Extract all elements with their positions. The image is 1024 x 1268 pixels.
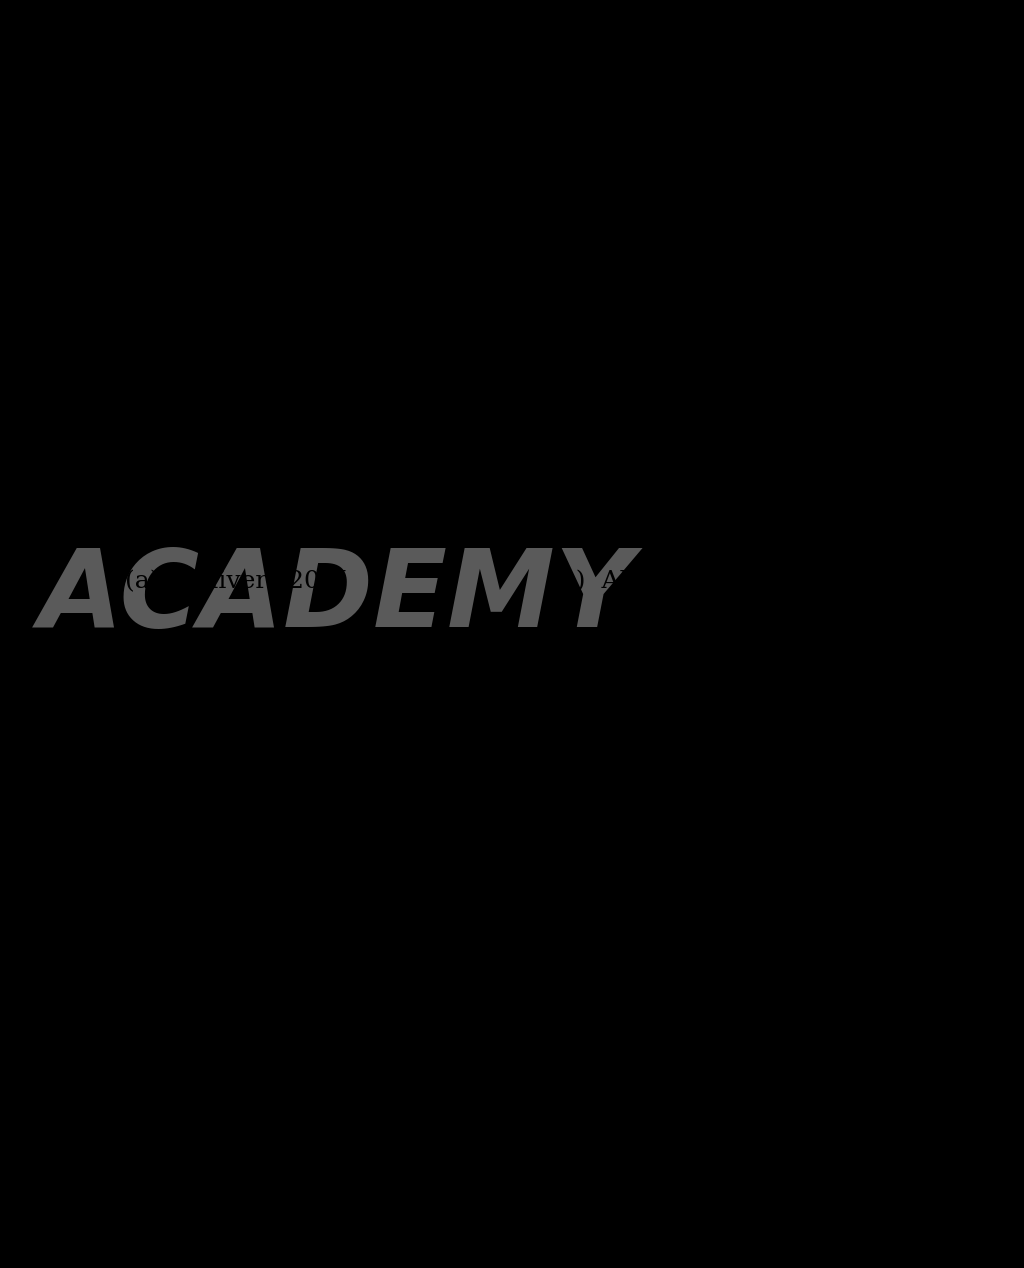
Text: Consider the network shown in fig.: Consider the network shown in fig.: [18, 87, 488, 112]
Text: The total power absorbed in the circuit is: The total power absorbed in the circuit …: [105, 932, 660, 957]
Text: (b)  Absorbs 20W: (b) Absorbs 20W: [550, 571, 770, 593]
Text: (a)  22W: (a) 22W: [125, 1011, 233, 1033]
Text: $2\Omega$: $2\Omega$: [578, 374, 610, 396]
Text: 16.: 16.: [18, 713, 63, 738]
Text: (b)  Absorbs 2W: (b) Absorbs 2W: [550, 790, 754, 813]
Text: The current source shown in figure: The current source shown in figure: [105, 713, 580, 738]
Text: $2\Omega$: $2\Omega$: [449, 139, 481, 162]
Text: (d)  Absorbs 40W: (d) Absorbs 40W: [550, 648, 770, 671]
Text: $1\Omega$: $1\Omega$: [369, 353, 401, 374]
Text: (c)  Delivers 4W: (c) Delivers 4W: [125, 869, 329, 891]
Text: (a)  Delivers 2W: (a) Delivers 2W: [125, 790, 330, 813]
Text: (a)  Delivers 20W: (a) Delivers 20W: [125, 571, 346, 593]
Text: (d)  Absorbs 4W: (d) Absorbs 4W: [550, 869, 754, 891]
Text: 17.: 17.: [18, 932, 63, 957]
Text: (c)  42W: (c) 42W: [125, 1088, 232, 1112]
Text: (d)  24W: (d) 24W: [550, 1088, 659, 1112]
Text: The voltage source shown in figure: The voltage source shown in figure: [105, 492, 577, 517]
Text: 5 ACADEMY: 5 ACADEMY: [0, 544, 634, 650]
Text: (b)  44W: (b) 44W: [550, 1011, 659, 1033]
Text: 8V: 8V: [165, 374, 195, 396]
Text: 15.: 15.: [18, 492, 63, 517]
Text: $1\Omega$: $1\Omega$: [858, 374, 890, 396]
Text: (c)  Delivers 40W: (c) Delivers 40W: [125, 648, 345, 671]
Text: 1A: 1A: [675, 246, 706, 268]
